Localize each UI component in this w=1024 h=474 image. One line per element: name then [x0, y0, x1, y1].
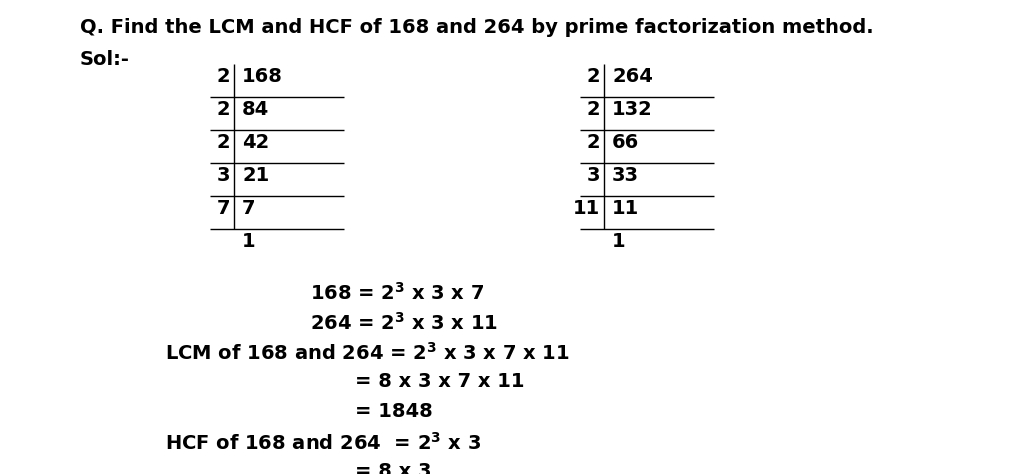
Text: 168 = 2$^{\mathregular{3}}$ x 3 x 7: 168 = 2$^{\mathregular{3}}$ x 3 x 7 — [310, 282, 484, 304]
Text: 11: 11 — [612, 199, 639, 218]
Text: 66: 66 — [612, 133, 639, 152]
Text: 2: 2 — [587, 100, 600, 119]
Text: 264: 264 — [612, 67, 653, 86]
Text: = 1848: = 1848 — [355, 402, 433, 421]
Text: 21: 21 — [242, 166, 269, 185]
Text: 2: 2 — [587, 133, 600, 152]
Text: 84: 84 — [242, 100, 269, 119]
Text: 1: 1 — [612, 232, 626, 251]
Text: = 8 x 3: = 8 x 3 — [355, 462, 431, 474]
Text: 2: 2 — [216, 67, 230, 86]
Text: 7: 7 — [242, 199, 256, 218]
Text: 1: 1 — [242, 232, 256, 251]
Text: 7: 7 — [216, 199, 230, 218]
Text: Q. Find the LCM and HCF of 168 and 264 by prime factorization method.: Q. Find the LCM and HCF of 168 and 264 b… — [80, 18, 873, 37]
Text: 33: 33 — [612, 166, 639, 185]
Text: = 8 x 3 x 7 x 11: = 8 x 3 x 7 x 11 — [355, 372, 524, 391]
Text: HCF of 168 and 264  = 2$^{\mathregular{3}}$ x 3: HCF of 168 and 264 = 2$^{\mathregular{3}… — [165, 432, 481, 454]
Text: 2: 2 — [216, 133, 230, 152]
Text: 42: 42 — [242, 133, 269, 152]
Text: 11: 11 — [572, 199, 600, 218]
Text: 168: 168 — [242, 67, 283, 86]
Text: 3: 3 — [587, 166, 600, 185]
Text: 264 = 2$^{\mathregular{3}}$ x 3 x 11: 264 = 2$^{\mathregular{3}}$ x 3 x 11 — [310, 312, 498, 334]
Text: Sol:-: Sol:- — [80, 50, 130, 69]
Text: 3: 3 — [216, 166, 230, 185]
Text: 2: 2 — [587, 67, 600, 86]
Text: LCM of 168 and 264 = 2$^{\mathregular{3}}$ x 3 x 7 x 11: LCM of 168 and 264 = 2$^{\mathregular{3}… — [165, 342, 569, 364]
Text: 132: 132 — [612, 100, 652, 119]
Text: 2: 2 — [216, 100, 230, 119]
